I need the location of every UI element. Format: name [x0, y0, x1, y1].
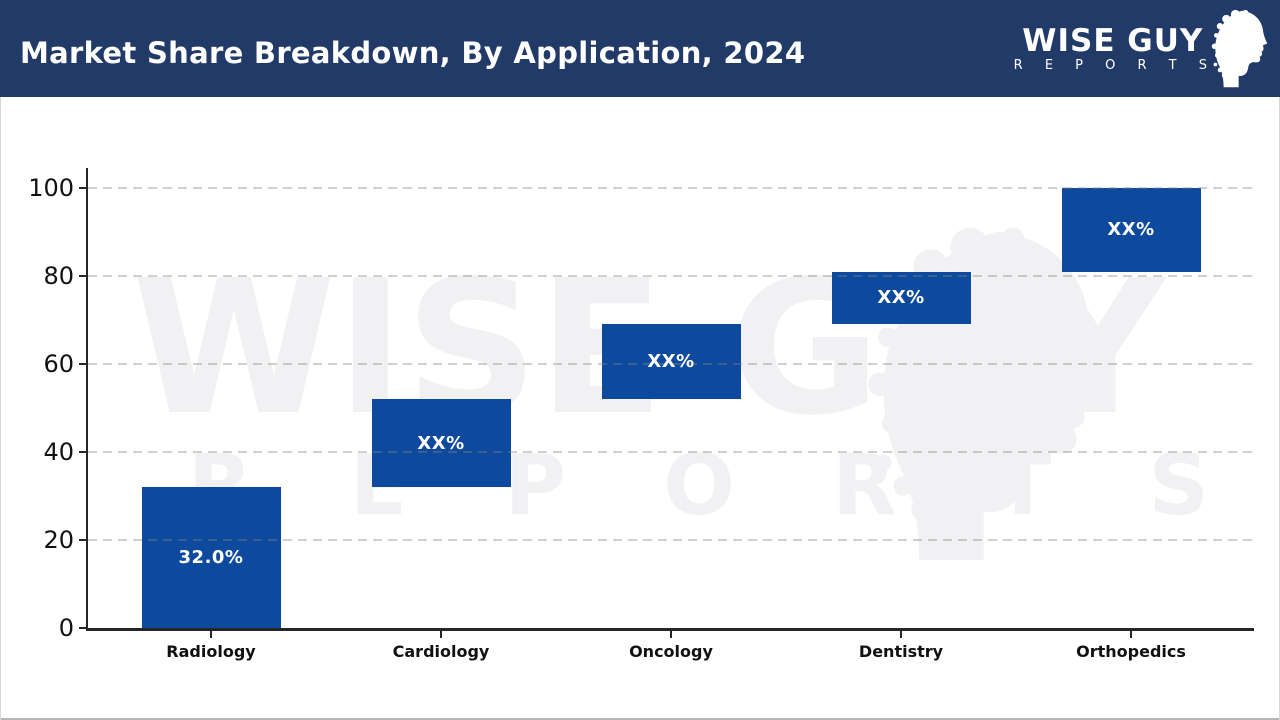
y-axis-label: 40 [43, 438, 74, 466]
x-axis-category-label: Radiology [166, 642, 256, 661]
waterfall-bar-dentistry [831, 271, 971, 325]
bar-value-label: XX% [647, 351, 695, 373]
x-axis-category-label: Cardiology [392, 642, 490, 661]
y-axis-tick [79, 363, 88, 365]
logo-wordmark: WISE GUY [1022, 22, 1204, 59]
waterfall-bar-oncology [601, 324, 741, 400]
gridline [88, 187, 1254, 189]
x-axis-tick [1130, 631, 1132, 638]
bar-value-label: 32.0% [178, 547, 244, 569]
y-axis-tick [79, 187, 88, 189]
y-axis-label: 100 [28, 174, 74, 202]
logo-text: WISE GUY R E P O R T S [1010, 25, 1216, 74]
gridline [88, 539, 1254, 541]
logo-subtext: R E P O R T S [1013, 58, 1216, 74]
wiseguy-logo: WISE GUY R E P O R T S [1010, 6, 1270, 92]
gridline [88, 363, 1254, 365]
bar-value-label: XX% [1107, 219, 1155, 241]
y-axis-label: 20 [43, 526, 74, 554]
gridline [88, 451, 1254, 453]
waterfall-bar-orthopedics [1061, 188, 1201, 272]
wiseguy-head-icon [1210, 8, 1270, 90]
bar-value-label: XX% [877, 287, 925, 309]
x-axis-category-label: Orthopedics [1076, 642, 1186, 661]
waterfall-bar-radiology [141, 487, 281, 628]
y-axis-tick [79, 539, 88, 541]
x-axis-category-label: Oncology [629, 642, 713, 661]
y-axis-line [86, 168, 88, 628]
y-axis-tick [79, 451, 88, 453]
y-axis-tick [79, 627, 88, 629]
y-axis-label: 80 [43, 262, 74, 290]
y-axis-label: 0 [58, 614, 74, 642]
y-axis-label: 60 [43, 350, 74, 378]
x-axis-tick [900, 631, 902, 638]
x-axis-line [86, 628, 1254, 631]
header-bar: Market Share Breakdown, By Application, … [0, 0, 1280, 97]
x-axis-tick [440, 631, 442, 638]
gridline [88, 275, 1254, 277]
y-axis-tick [79, 275, 88, 277]
x-axis-tick [670, 631, 672, 638]
x-axis-tick [210, 631, 212, 638]
waterfall-bar-cardiology [371, 399, 511, 488]
x-axis-category-label: Dentistry [858, 642, 944, 661]
page-title: Market Share Breakdown, By Application, … [20, 36, 806, 70]
bar-value-label: XX% [417, 432, 465, 454]
